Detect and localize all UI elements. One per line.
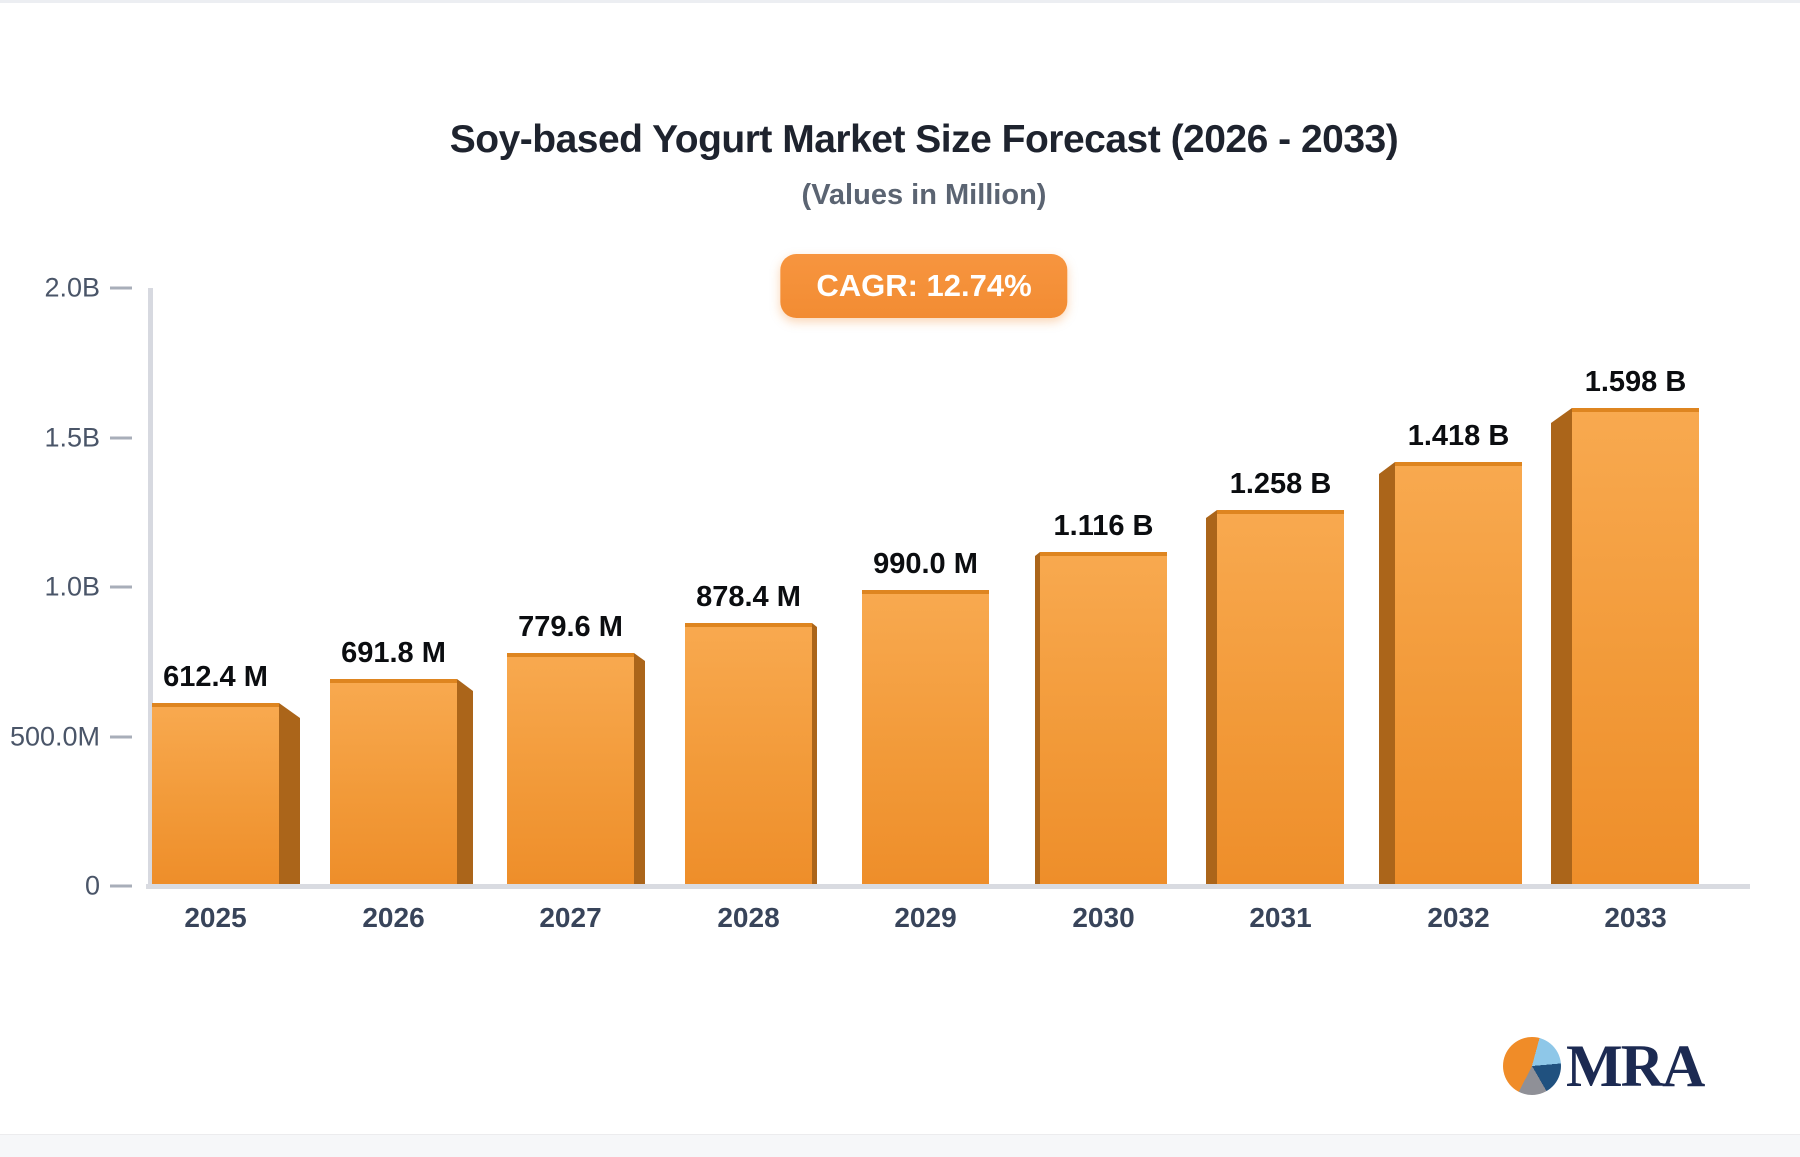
y-tick-mark bbox=[110, 884, 132, 888]
bar-2027 bbox=[507, 653, 634, 884]
bar-value-label: 691.8 M bbox=[341, 637, 446, 669]
y-tick-label: 2.0B bbox=[44, 272, 100, 303]
y-tick-label: 500.0M bbox=[9, 721, 100, 751]
y-axis-line bbox=[148, 288, 153, 886]
x-axis-line bbox=[146, 884, 1750, 889]
y-tick-mark bbox=[110, 585, 132, 589]
y-tick-mark bbox=[110, 436, 132, 439]
x-axis-label-2026: 2026 bbox=[362, 902, 425, 933]
page-bottom-edge bbox=[0, 1134, 1800, 1157]
pie-chart-logo-icon bbox=[1503, 1037, 1561, 1095]
bar-value-label: 779.6 M bbox=[518, 611, 623, 643]
bar-value-label: 1.418 B bbox=[1407, 420, 1510, 452]
bar-2025 bbox=[152, 703, 279, 884]
bar-value-label: 878.4 M bbox=[696, 581, 801, 613]
x-axis-label-2032: 2032 bbox=[1427, 902, 1490, 933]
bar-3d-side bbox=[812, 623, 817, 884]
bar-3d-side bbox=[1379, 462, 1395, 884]
page-top-edge bbox=[0, 0, 1800, 3]
bar-value-label: 612.4 M bbox=[163, 661, 268, 693]
y-tick-mark bbox=[110, 735, 132, 738]
x-axis-label-2031: 2031 bbox=[1249, 902, 1312, 933]
x-axis-label-2033: 2033 bbox=[1604, 902, 1667, 933]
y-tick-label: 1.5B bbox=[44, 422, 100, 452]
bar-3d-side bbox=[634, 653, 645, 884]
brand-logo: MRA bbox=[1503, 1033, 1705, 1099]
bar-2026 bbox=[330, 679, 457, 884]
cagr-badge: CAGR: 12.74% bbox=[780, 254, 1068, 318]
y-tick-mark bbox=[110, 286, 132, 290]
bar-value-label: 1.258 B bbox=[1229, 468, 1332, 500]
bar-2031 bbox=[1217, 510, 1344, 884]
chart-title: Soy-based Yogurt Market Size Forecast (2… bbox=[449, 118, 1399, 162]
y-tick-label: 1.0B bbox=[44, 571, 100, 602]
bar-value-label: 1.116 B bbox=[1053, 510, 1154, 542]
bar-2032 bbox=[1395, 462, 1522, 884]
bar-3d-side bbox=[279, 703, 300, 884]
bar-2029 bbox=[862, 590, 989, 884]
bar-3d-side bbox=[1206, 510, 1217, 884]
x-axis-label-2029: 2029 bbox=[894, 902, 957, 933]
bar-2030 bbox=[1040, 552, 1167, 884]
x-axis-label-2025: 2025 bbox=[184, 902, 247, 933]
bar-3d-side bbox=[457, 679, 473, 884]
y-tick-label: 0 bbox=[84, 870, 100, 901]
bar-3d-side bbox=[1035, 552, 1040, 884]
bar-3d-side bbox=[1551, 408, 1572, 884]
bar-value-label: 990.0 M bbox=[873, 548, 978, 580]
x-axis-label-2027: 2027 bbox=[539, 902, 602, 933]
brand-logo-text: MRA bbox=[1566, 1033, 1705, 1099]
chart-subtitle: (Values in Million) bbox=[801, 179, 1047, 212]
x-axis-label-2028: 2028 bbox=[717, 902, 780, 933]
bar-value-label: 1.598 B bbox=[1584, 366, 1687, 398]
bar-2033 bbox=[1572, 408, 1699, 884]
x-axis-label-2030: 2030 bbox=[1072, 902, 1135, 933]
bar-2028 bbox=[685, 623, 812, 884]
